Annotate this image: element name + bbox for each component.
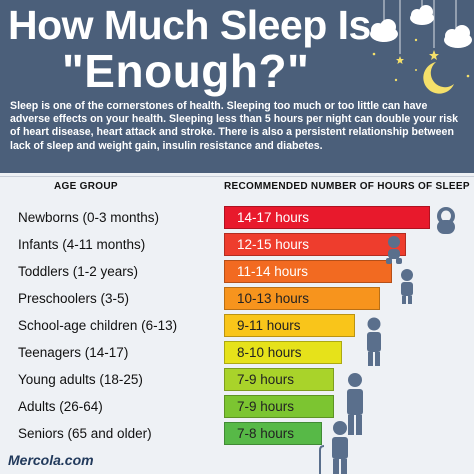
baby-icon bbox=[437, 207, 455, 234]
hours-label: 7-8 hours bbox=[237, 426, 295, 441]
brand-logo: Mercola.com bbox=[8, 452, 94, 468]
hours-label: 8-10 hours bbox=[237, 345, 302, 360]
baby-icon bbox=[386, 236, 402, 264]
person-icon bbox=[367, 317, 381, 366]
age-group-header: AGE GROUP bbox=[54, 181, 118, 192]
hours-label: 7-9 hours bbox=[237, 372, 295, 387]
age-label: Teenagers (14-17) bbox=[18, 345, 129, 360]
table-row: Teenagers (14-17) 8-10 hours bbox=[0, 341, 474, 365]
title-line-1: How Much Sleep Is bbox=[8, 2, 371, 48]
age-label: Young adults (18-25) bbox=[18, 372, 143, 387]
hours-label: 14-17 hours bbox=[237, 210, 310, 225]
age-figures bbox=[319, 207, 455, 474]
cloud-icon bbox=[370, 19, 398, 42]
column-headers: AGE GROUP RECOMMENDED NUMBER OF HOURS OF… bbox=[0, 176, 474, 198]
hours-label: 12-15 hours bbox=[237, 237, 310, 252]
star-icon bbox=[429, 50, 439, 60]
table-row: Seniors (65 and older) 7-8 hours bbox=[0, 422, 474, 446]
table-row: Toddlers (1-2 years) 11-14 hours bbox=[0, 260, 474, 284]
hours-bar: 7-8 hours bbox=[224, 422, 322, 445]
table-row: School-age children (6-13) 9-11 hours bbox=[0, 314, 474, 338]
table-row: Young adults (18-25) 7-9 hours bbox=[0, 368, 474, 392]
hours-label: 11-14 hours bbox=[237, 264, 309, 279]
night-sky-decoration bbox=[370, 0, 472, 94]
cloud-icon bbox=[444, 25, 472, 48]
table-row: Newborns (0-3 months) 14-17 hours bbox=[0, 206, 474, 230]
hours-header: RECOMMENDED NUMBER OF HOURS OF SLEEP bbox=[224, 181, 470, 192]
table-row: Infants (4-11 months) 12-15 hours bbox=[0, 233, 474, 257]
intro-paragraph: Sleep is one of the cornerstones of heal… bbox=[10, 100, 458, 152]
sleep-table: Newborns (0-3 months) 14-17 hours Infant… bbox=[0, 206, 474, 454]
hours-bar: 7-9 hours bbox=[224, 368, 334, 391]
table-row: Adults (26-64) 7-9 hours bbox=[0, 395, 474, 419]
hours-label: 7-9 hours bbox=[237, 399, 295, 414]
age-label: Infants (4-11 months) bbox=[18, 237, 146, 252]
title-line-2: "Enough?" bbox=[62, 45, 310, 97]
hours-bar: 8-10 hours bbox=[224, 341, 342, 364]
person-icon bbox=[319, 421, 348, 474]
person-icon bbox=[347, 373, 363, 435]
age-label: Toddlers (1-2 years) bbox=[18, 264, 139, 279]
star-icon bbox=[396, 56, 404, 64]
hours-bar: 10-13 hours bbox=[224, 287, 380, 310]
header-banner: How Much Sleep Is "Enough?" bbox=[0, 0, 474, 173]
age-label: Newborns (0-3 months) bbox=[18, 210, 160, 225]
age-label: Seniors (65 and older) bbox=[18, 426, 152, 441]
hours-bar: 14-17 hours bbox=[224, 206, 430, 229]
age-label: Preschoolers (3-5) bbox=[18, 291, 130, 306]
hours-label: 10-13 hours bbox=[237, 291, 310, 306]
cloud-icon bbox=[410, 5, 434, 25]
age-label: School-age children (6-13) bbox=[18, 318, 178, 333]
hours-label: 9-11 hours bbox=[237, 318, 301, 333]
hours-bar: 11-14 hours bbox=[224, 260, 392, 283]
hours-bar: 12-15 hours bbox=[224, 233, 406, 256]
table-row: Preschoolers (3-5) 10-13 hours bbox=[0, 287, 474, 311]
person-icon bbox=[401, 269, 413, 304]
moon-icon bbox=[423, 62, 454, 94]
hours-bar: 7-9 hours bbox=[224, 395, 334, 418]
age-label: Adults (26-64) bbox=[18, 399, 103, 414]
hours-bar: 9-11 hours bbox=[224, 314, 355, 337]
